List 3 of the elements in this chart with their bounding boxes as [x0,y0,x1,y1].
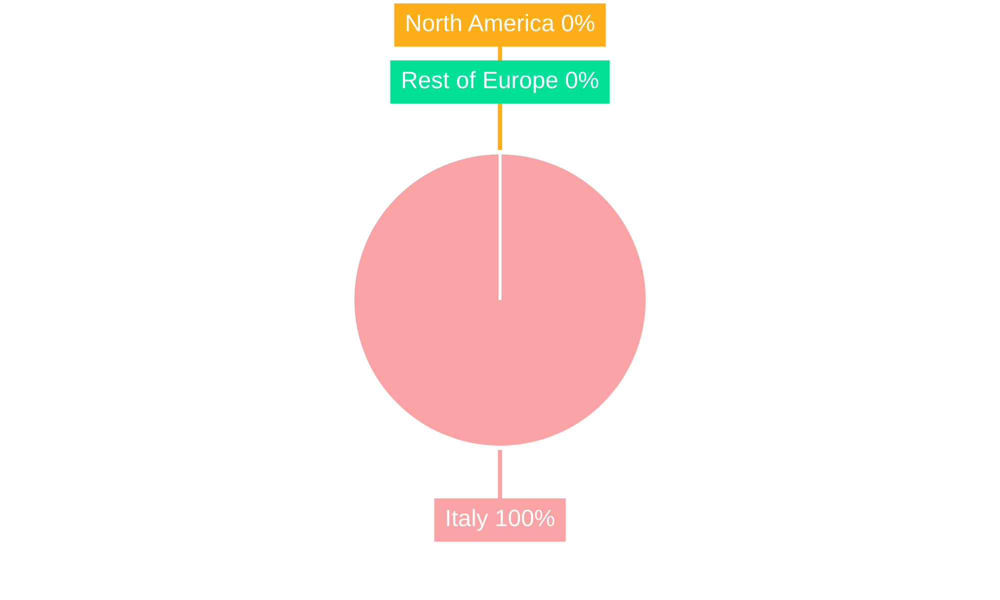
category-label: Rest of Europe 0% [402,71,598,94]
slice-label: Italy 100% [447,508,554,532]
category-label: North America 0% [406,14,594,32]
